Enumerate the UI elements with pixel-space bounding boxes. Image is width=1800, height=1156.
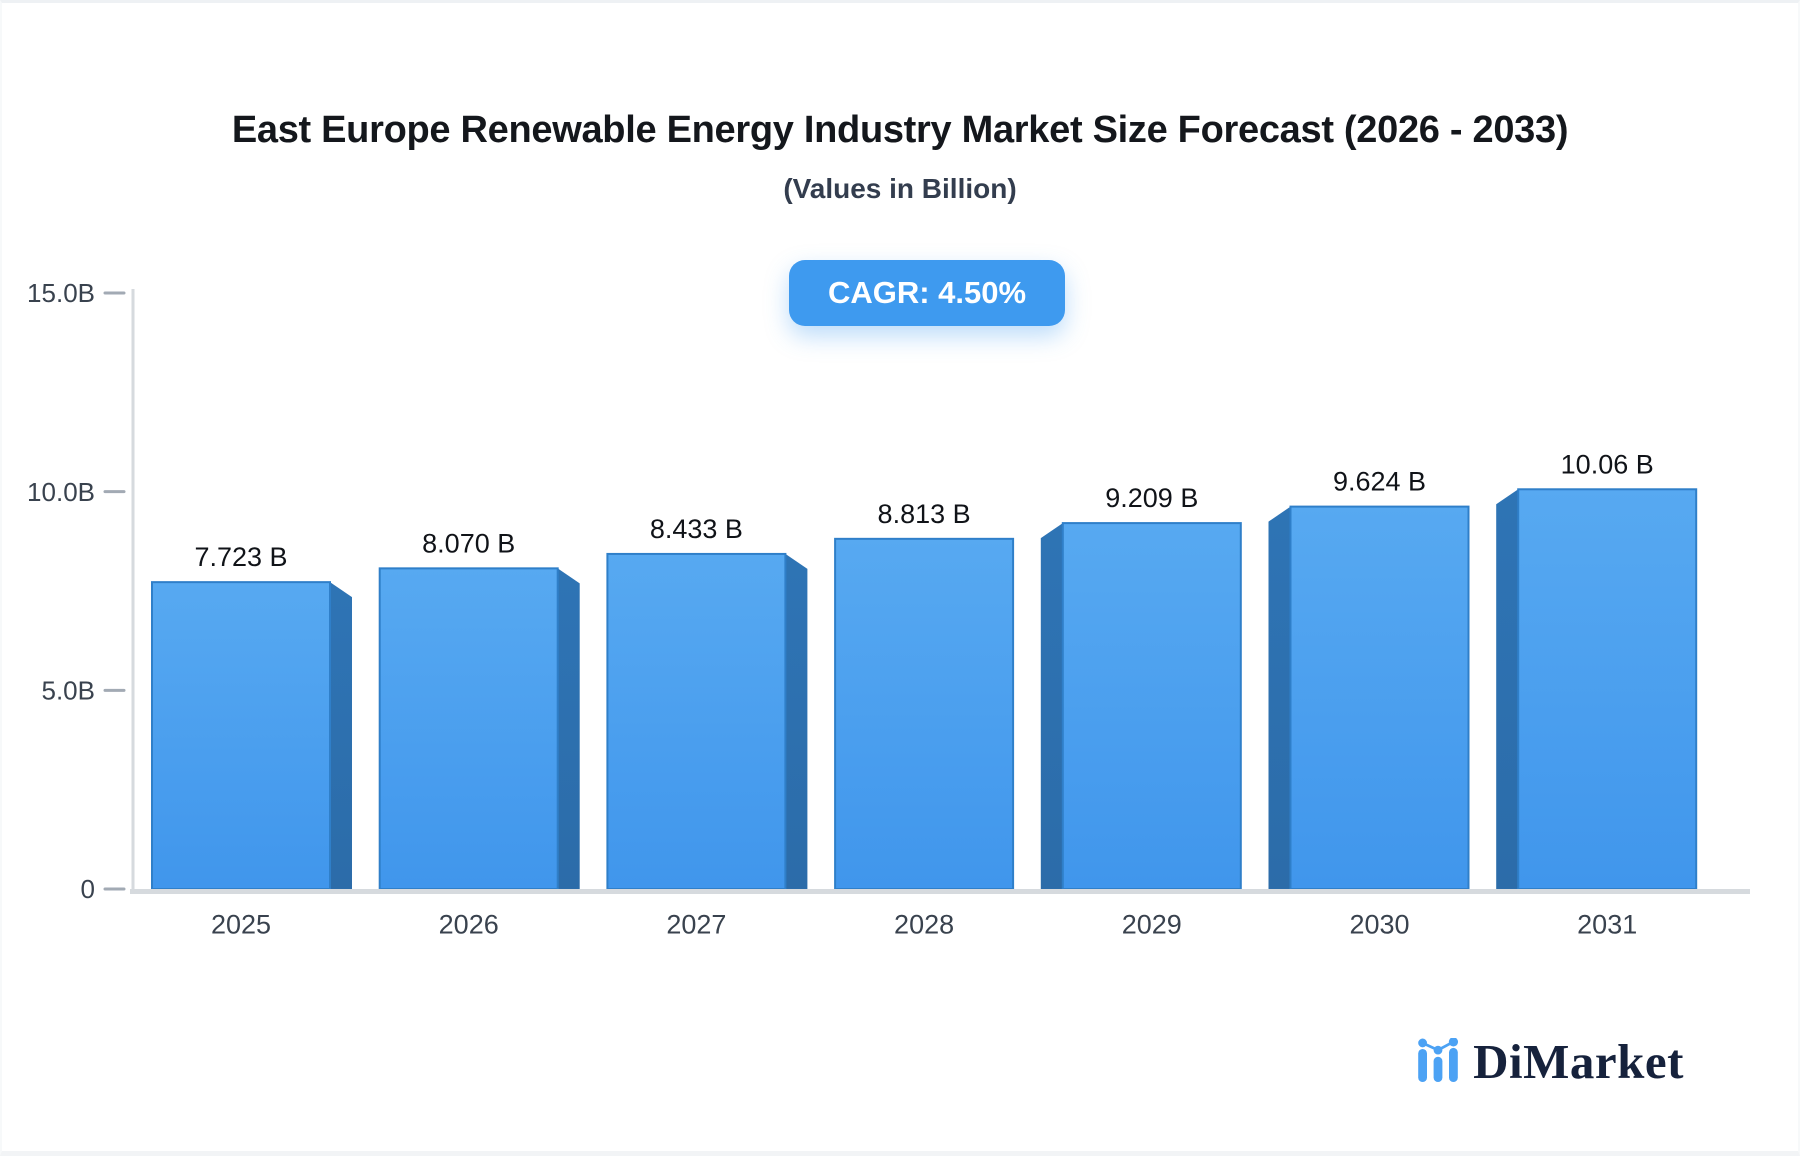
x-axis-label-2027: 2027 (666, 909, 726, 939)
cagr-badge: CAGR: 4.50% (789, 260, 1065, 326)
x-axis-label-2031: 2031 (1577, 909, 1637, 939)
bar-value-label-2029: 9.209 B (1105, 483, 1198, 513)
x-axis-label-2028: 2028 (894, 909, 954, 939)
x-axis-label-2029: 2029 (1122, 909, 1182, 939)
bar-side-face-2026 (557, 568, 580, 889)
brand-name: DiMarket (1473, 1034, 1684, 1089)
bar-side-face-2029 (1040, 523, 1063, 889)
bar-value-label-2027: 8.433 B (650, 514, 743, 544)
bar-side-face-2031 (1496, 489, 1519, 889)
bar-value-label-2026: 8.070 B (422, 528, 515, 558)
bar-value-label-2030: 9.624 B (1333, 467, 1426, 497)
bar-value-label-2031: 10.06 B (1561, 449, 1654, 479)
x-axis-label-2030: 2030 (1349, 909, 1409, 939)
y-axis-label: 0 (81, 874, 95, 904)
bar-side-face-2027 (785, 553, 808, 889)
y-axis-label: 10.0B (27, 477, 95, 507)
brand-logo: DiMarket (1418, 1037, 1684, 1086)
bar-2025 (151, 581, 331, 890)
x-axis-label-2025: 2025 (211, 909, 271, 939)
bar-2030 (1289, 505, 1470, 890)
x-axis-label-2026: 2026 (439, 909, 499, 939)
bar-side-face-2025 (330, 582, 352, 889)
page-subtitle: (Values in Billion) (783, 173, 1017, 204)
bar-value-label-2028: 8.813 B (878, 499, 971, 529)
bar-line-chart-icon (1418, 1038, 1459, 1082)
bar-2027 (606, 552, 787, 890)
bar-chart-canvas: 15.0B 10.0B 5.0B 0 7.723 B 2025 8.070 B 2026 8.4… (27, 278, 1750, 939)
y-axis-label: 15.0B (27, 278, 95, 308)
bar-2029 (1061, 522, 1242, 890)
bar-2026 (378, 567, 559, 890)
bar-2031 (1517, 488, 1698, 890)
bar-2028 (834, 537, 1015, 890)
y-axis-label: 5.0B (42, 675, 96, 705)
page-title: East Europe Renewable Energy Industry Ma… (231, 109, 1569, 151)
bar-side-face-2030 (1268, 506, 1291, 889)
bar-value-label-2025: 7.723 B (194, 542, 287, 572)
